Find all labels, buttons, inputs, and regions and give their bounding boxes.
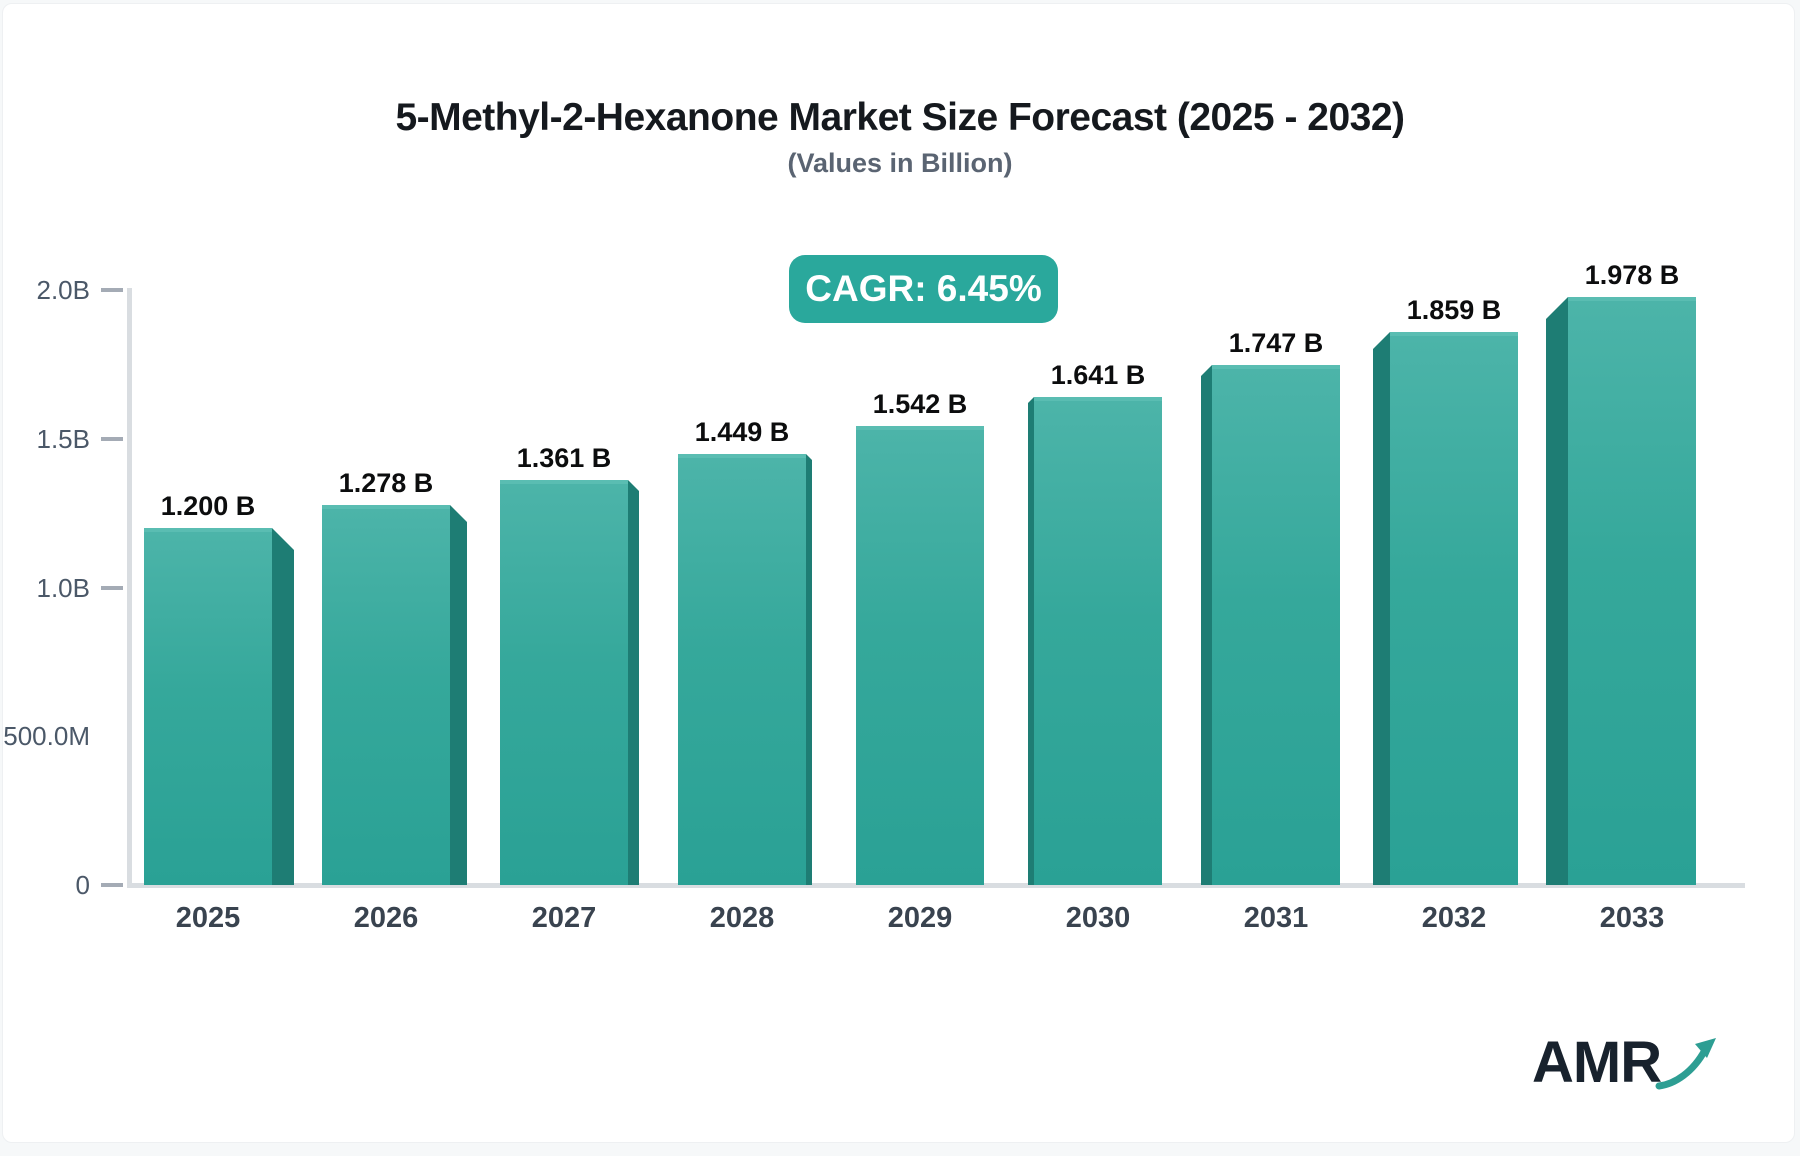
x-axis-label-2033: 2033 bbox=[1599, 902, 1665, 934]
amr-logo: AMR bbox=[1532, 1032, 1723, 1094]
x-axis-label-2029: 2029 bbox=[887, 902, 953, 934]
bar-front-face bbox=[1212, 365, 1340, 885]
bar-2033 bbox=[1546, 297, 1696, 885]
bar-side-face bbox=[272, 528, 294, 885]
bar-front-face bbox=[678, 454, 806, 885]
bar-2031 bbox=[1201, 365, 1340, 885]
bar-front-face bbox=[856, 426, 984, 885]
y-tick-label: 1.5B bbox=[36, 423, 91, 454]
x-axis-label-2028: 2028 bbox=[709, 902, 775, 934]
bar-value-label: 1.859 B bbox=[1406, 295, 1502, 325]
bar-2028 bbox=[678, 454, 812, 885]
x-axis-label-2031: 2031 bbox=[1243, 902, 1309, 934]
x-axis-label-2027: 2027 bbox=[531, 902, 597, 934]
y-tick-dash bbox=[101, 585, 123, 590]
bar-front-face bbox=[1034, 397, 1162, 885]
bar-value-label: 1.747 B bbox=[1228, 328, 1324, 358]
x-axis-label-2025: 2025 bbox=[175, 902, 241, 934]
bar-side-face bbox=[806, 454, 812, 885]
bar-2027 bbox=[500, 480, 639, 885]
amr-logo-text: AMR bbox=[1532, 1030, 1662, 1095]
bar-value-label: 1.542 B bbox=[872, 389, 968, 419]
bar-2026 bbox=[322, 505, 467, 885]
x-axis-label-2032: 2032 bbox=[1421, 902, 1487, 934]
bar-value-label: 1.278 B bbox=[338, 468, 434, 498]
y-tick-label: 1.0B bbox=[36, 572, 91, 603]
bar-2025 bbox=[144, 528, 294, 885]
bar-side-face bbox=[1373, 332, 1390, 885]
bar-value-label: 1.449 B bbox=[694, 417, 790, 447]
bar-2029 bbox=[856, 426, 984, 885]
bar-front-face bbox=[1390, 332, 1518, 885]
y-tick-label: 500.0M bbox=[3, 721, 90, 752]
y-tick-label: 0 bbox=[75, 870, 90, 900]
y-tick-label: 2.0B bbox=[36, 275, 91, 305]
growth-arrow-icon bbox=[1655, 1038, 1717, 1090]
bar-side-face bbox=[1546, 297, 1568, 885]
bar-value-label: 1.978 B bbox=[1584, 260, 1680, 290]
bar-side-face bbox=[628, 480, 639, 885]
bar-front-face bbox=[500, 480, 628, 885]
chart-title: 5-Methyl-2-Hexanone Market Size Forecast… bbox=[395, 96, 1405, 139]
y-axis-line bbox=[127, 288, 132, 885]
bar-front-face bbox=[144, 528, 272, 885]
bar-front-face bbox=[1568, 297, 1696, 885]
x-axis-label-2030: 2030 bbox=[1065, 902, 1131, 934]
y-tick-dash bbox=[101, 288, 123, 292]
bar-value-label: 1.200 B bbox=[160, 491, 256, 521]
bar-side-face bbox=[1201, 365, 1212, 885]
cagr-badge-label: CAGR: 6.45% bbox=[805, 268, 1042, 309]
y-tick-dash bbox=[101, 883, 123, 887]
bar-2032 bbox=[1373, 332, 1518, 885]
bar-side-face bbox=[450, 505, 467, 885]
cagr-badge: CAGR: 6.45% bbox=[789, 255, 1058, 323]
x-axis-baseline bbox=[127, 883, 1745, 888]
x-axis-label-2026: 2026 bbox=[353, 902, 419, 934]
bar-side-face bbox=[1028, 397, 1034, 885]
chart-subtitle: (Values in Billion) bbox=[787, 148, 1013, 178]
bar-front-face bbox=[322, 505, 450, 885]
y-tick-dash bbox=[101, 436, 123, 441]
bar-value-label: 1.361 B bbox=[516, 443, 612, 473]
bar-2030 bbox=[1028, 397, 1162, 885]
bar-value-label: 1.641 B bbox=[1050, 360, 1146, 390]
